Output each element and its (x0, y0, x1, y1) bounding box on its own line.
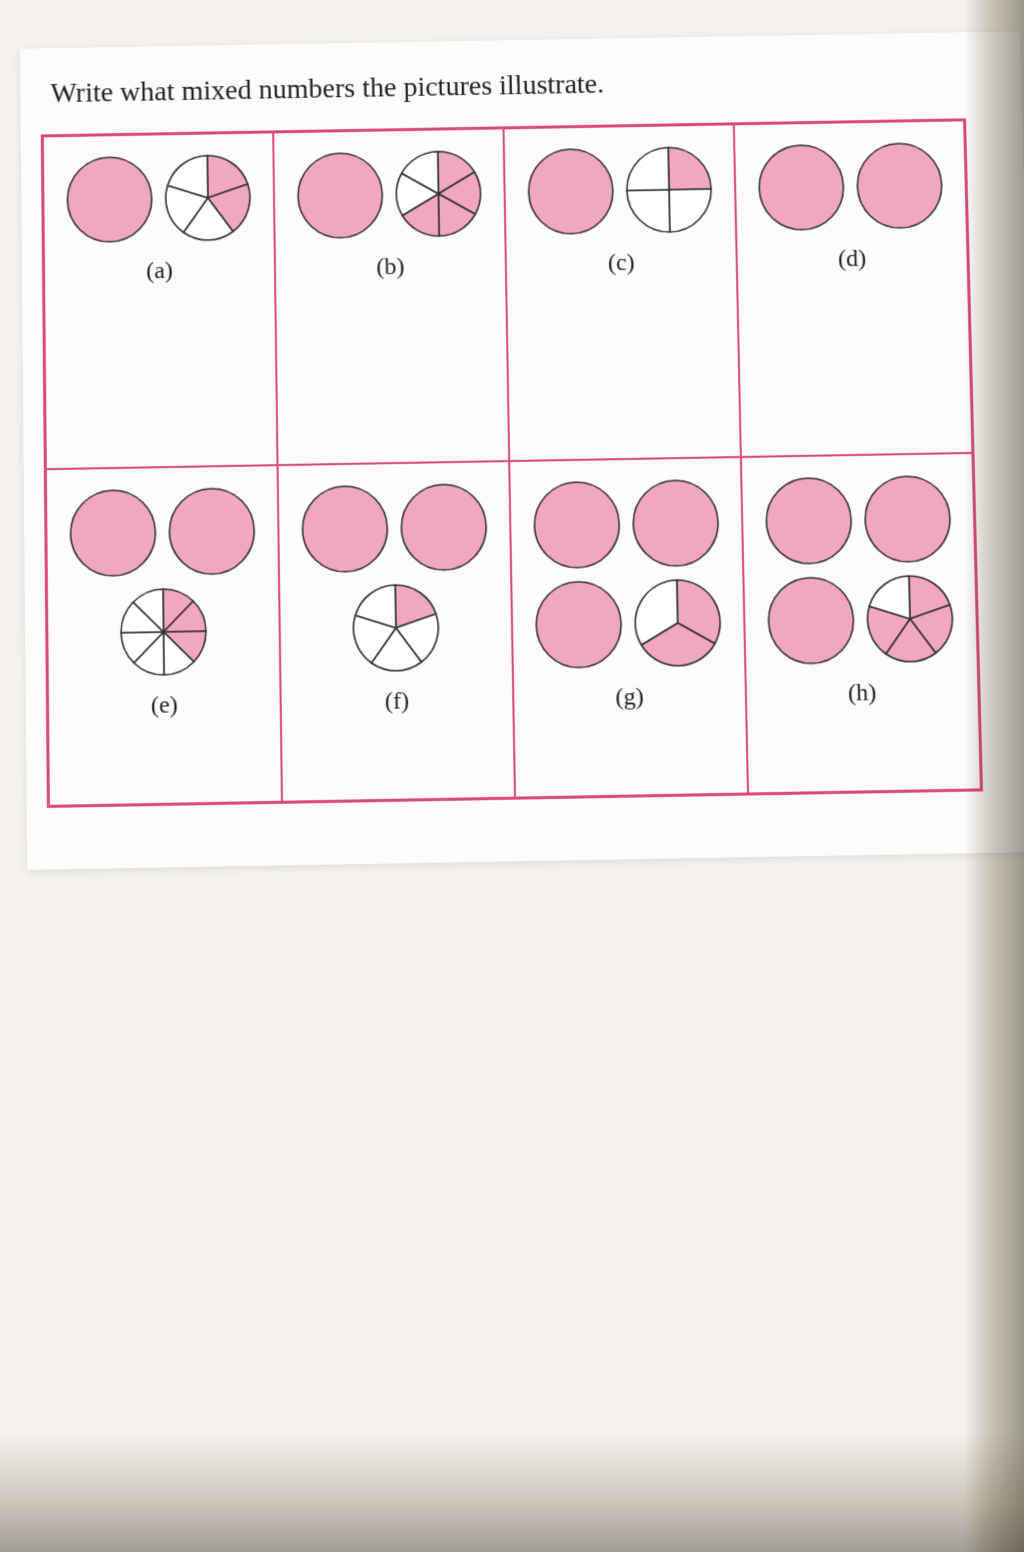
full-circle-icon (398, 481, 490, 574)
exercise-grid: (a) (b) (c) (d) (e) (f) (g) (h) (41, 118, 983, 808)
cell-a: (a) (43, 132, 278, 469)
cell-f: (f) (278, 461, 515, 802)
full-circle-icon (64, 154, 155, 246)
cell-label: (c) (608, 250, 635, 278)
cell-label: (g) (615, 684, 644, 712)
full-circle-icon (853, 140, 945, 232)
photo-edge-bottom (0, 1432, 1024, 1552)
full-circle-icon (166, 485, 258, 578)
fraction-circle-icon (631, 576, 724, 669)
fraction-circle-icon (623, 144, 715, 236)
full-circle-icon (531, 478, 623, 571)
page-title: Write what mixed numbers the pictures il… (50, 62, 1001, 111)
cell-e: (e) (46, 465, 282, 806)
cell-g: (g) (509, 457, 748, 798)
circles-wrap (755, 140, 946, 234)
cell-label: (a) (146, 258, 173, 286)
full-circle-icon (525, 145, 617, 237)
full-circle-icon (629, 477, 722, 570)
cell-label: (d) (838, 246, 867, 274)
full-circle-icon (294, 150, 386, 242)
circles-wrap (64, 152, 254, 246)
cell-d: (d) (734, 120, 973, 457)
cell-h: (h) (741, 453, 981, 794)
circles-wrap (293, 481, 498, 676)
worksheet-page: Write what mixed numbers the pictures il… (20, 31, 1024, 870)
circles-wrap (61, 485, 265, 680)
fraction-circle-icon (350, 581, 442, 674)
circles-wrap (525, 477, 730, 672)
full-circle-icon (755, 141, 847, 233)
full-circle-icon (299, 482, 391, 575)
cell-label: (f) (385, 688, 410, 716)
fraction-circle-icon (162, 152, 253, 244)
circles-wrap (525, 144, 715, 238)
fraction-circle-icon (393, 148, 485, 240)
full-circle-icon (762, 474, 855, 567)
full-circle-icon (532, 578, 625, 671)
cell-c: (c) (504, 124, 741, 461)
cell-b: (b) (273, 128, 509, 465)
photo-edge-right (964, 0, 1024, 1552)
full-circle-icon (765, 574, 858, 667)
full-circle-icon (861, 473, 954, 566)
fraction-circle-icon (863, 572, 956, 665)
cell-label: (b) (376, 254, 405, 282)
fraction-circle-icon (118, 585, 210, 678)
circles-wrap (294, 148, 484, 242)
full-circle-icon (67, 487, 159, 580)
cell-label: (h) (848, 680, 877, 708)
cell-label: (e) (151, 692, 178, 720)
circles-wrap (756, 472, 962, 667)
